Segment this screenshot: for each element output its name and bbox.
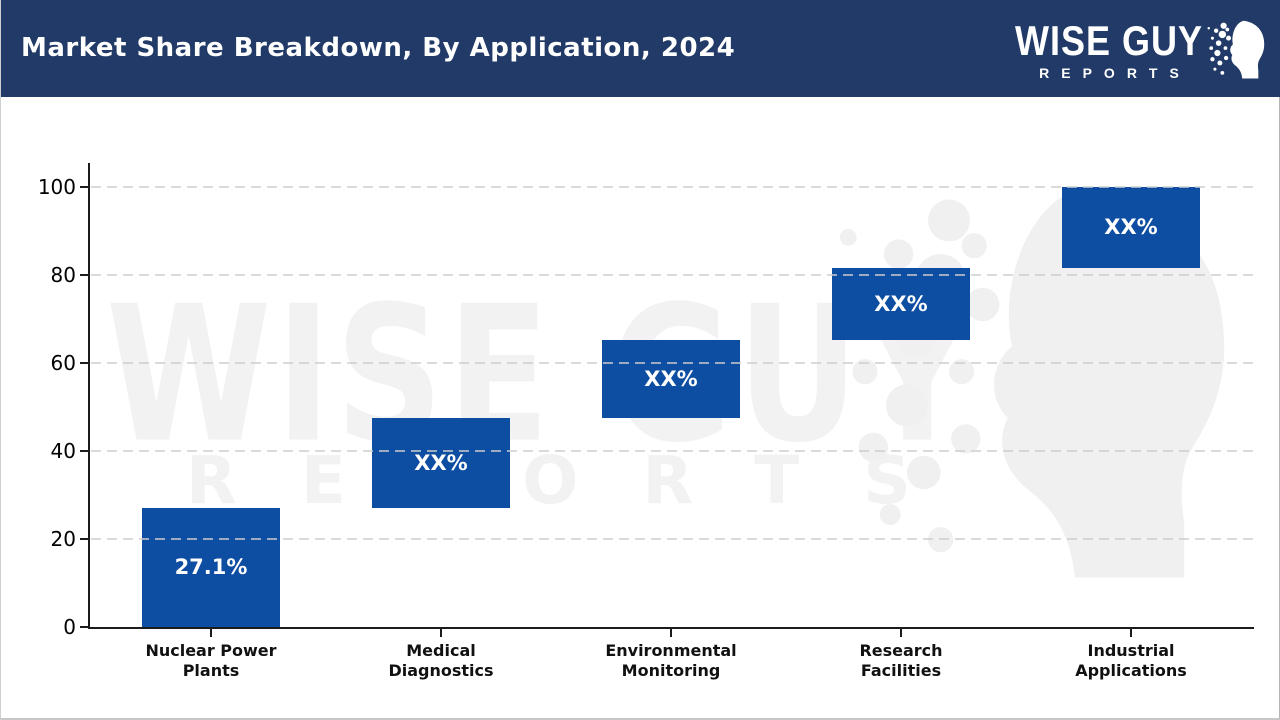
category-label-line: Diagnostics <box>388 661 494 680</box>
brand-subname: REPORTS <box>1039 65 1191 81</box>
y-axis-tick <box>80 538 89 540</box>
x-axis-tick <box>1130 629 1132 637</box>
gridline <box>91 362 1254 364</box>
bar <box>142 507 280 627</box>
category-label-line: Research <box>859 641 943 660</box>
footer-divider <box>1 718 1280 720</box>
category-label-line: Environmental <box>605 641 737 660</box>
x-axis-tick <box>900 629 902 637</box>
category-label-line: Applications <box>1075 661 1187 680</box>
bar-value-label: XX% <box>414 450 468 475</box>
y-tick-label: 40 <box>50 439 76 463</box>
bar-value-label: XX% <box>874 292 928 317</box>
y-tick-label: 20 <box>50 527 76 551</box>
x-axis-line <box>88 627 1254 629</box>
bar-value-label: 27.1% <box>174 555 248 580</box>
watermark-wordmark: WISE GUY <box>106 267 976 485</box>
category-label-line: Medical <box>406 641 476 660</box>
category-label-line: Facilities <box>860 661 942 680</box>
bar <box>832 267 970 341</box>
category-label-line: Plants <box>182 661 240 680</box>
brand-name: WISE GUY <box>1014 16 1203 64</box>
header: Market Share Breakdown, By Application, … <box>1 0 1280 97</box>
category-label: Research Facilities <box>781 641 1021 681</box>
brand-head-icon <box>1205 7 1267 91</box>
category-label: Environmental Monitoring <box>551 641 791 681</box>
page-title: Market Share Breakdown, By Application, … <box>21 33 736 63</box>
category-label-line: Nuclear Power <box>145 641 277 660</box>
x-axis-tick <box>670 629 672 637</box>
gridline <box>91 186 1254 188</box>
y-axis-tick <box>80 186 89 188</box>
bar-value-label: XX% <box>644 367 698 392</box>
y-axis-tick <box>80 450 89 452</box>
bar <box>602 340 740 418</box>
y-tick-label: 0 <box>63 615 76 639</box>
y-tick-label: 80 <box>50 263 76 287</box>
y-axis-tick <box>80 626 89 628</box>
category-label-line: Industrial <box>1087 641 1175 660</box>
gridline <box>91 450 1254 452</box>
y-axis-tick <box>80 274 89 276</box>
x-axis-tick <box>440 629 442 637</box>
y-tick-label: 60 <box>50 351 76 375</box>
y-axis-line <box>88 162 90 629</box>
gridline <box>91 274 1254 276</box>
watermark-subword: REPORTS <box>186 442 975 519</box>
bar-value-label: XX% <box>1104 215 1158 240</box>
brand-logo: WISE GUY REPORTS <box>1015 6 1267 92</box>
y-tick-label: 100 <box>37 175 76 199</box>
gridline <box>91 538 1254 540</box>
brand-wordmark: WISE GUY REPORTS <box>1014 16 1203 81</box>
category-label-line: Monitoring <box>621 661 721 680</box>
category-label: Industrial Applications <box>1011 641 1251 681</box>
y-axis-tick <box>80 362 89 364</box>
category-label: Medical Diagnostics <box>321 641 561 681</box>
category-label: Nuclear Power Plants <box>91 641 331 681</box>
bar <box>1062 187 1200 268</box>
bar <box>372 418 510 508</box>
x-axis-tick <box>210 629 212 637</box>
